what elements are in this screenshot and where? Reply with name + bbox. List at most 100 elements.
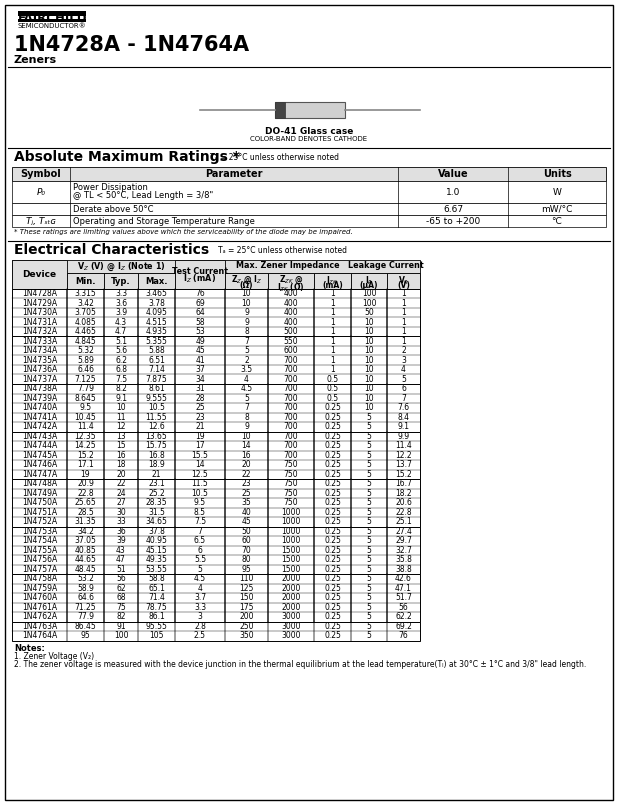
- Text: 0.25: 0.25: [324, 508, 341, 517]
- Text: 25: 25: [195, 403, 205, 412]
- Text: (μA): (μA): [360, 281, 378, 290]
- Text: 19: 19: [81, 470, 90, 479]
- Text: 1N4739A: 1N4739A: [22, 394, 57, 402]
- Text: 1: 1: [401, 328, 406, 336]
- Text: 1: 1: [401, 318, 406, 327]
- Text: 10: 10: [364, 375, 374, 384]
- Text: 62.2: 62.2: [395, 613, 412, 621]
- Text: Power Dissipation: Power Dissipation: [73, 183, 148, 192]
- Text: 700: 700: [284, 441, 298, 450]
- Bar: [18, 11, 86, 16]
- Text: 51.7: 51.7: [395, 593, 412, 602]
- Text: 1N4754A: 1N4754A: [22, 536, 57, 545]
- Text: 18: 18: [116, 460, 125, 469]
- Text: 5.32: 5.32: [77, 346, 94, 355]
- Text: 700: 700: [284, 356, 298, 365]
- Text: 23.1: 23.1: [148, 479, 165, 489]
- Text: 2000: 2000: [281, 584, 301, 592]
- Text: 0.25: 0.25: [324, 584, 341, 592]
- Text: 5.88: 5.88: [148, 346, 165, 355]
- Text: 13.7: 13.7: [395, 460, 412, 469]
- Bar: [12, 260, 67, 289]
- Text: 5: 5: [366, 603, 371, 612]
- Text: 1N4751A: 1N4751A: [22, 508, 57, 517]
- Text: 9.1: 9.1: [397, 423, 410, 431]
- Text: 27: 27: [116, 498, 126, 507]
- Text: 1N4761A: 1N4761A: [22, 603, 57, 612]
- Bar: [12, 479, 420, 526]
- Text: 10: 10: [242, 289, 252, 298]
- Text: 25: 25: [242, 489, 252, 497]
- Text: 5: 5: [366, 565, 371, 574]
- Text: 5: 5: [366, 593, 371, 602]
- Text: 1N4759A: 1N4759A: [22, 584, 57, 592]
- Text: 1N4744A: 1N4744A: [22, 441, 57, 450]
- Text: 2000: 2000: [281, 593, 301, 602]
- Text: 12.5: 12.5: [192, 470, 208, 479]
- Text: (mA): (mA): [322, 281, 343, 290]
- Text: 8.645: 8.645: [75, 394, 96, 402]
- Text: 4.3: 4.3: [115, 318, 127, 327]
- Text: 3.3: 3.3: [115, 289, 127, 298]
- Text: 0.25: 0.25: [324, 451, 341, 460]
- Bar: [12, 574, 420, 621]
- Text: 33: 33: [116, 518, 126, 526]
- Text: 5: 5: [366, 423, 371, 431]
- Text: 17: 17: [195, 441, 205, 450]
- Text: FAIRCHILD: FAIRCHILD: [18, 12, 88, 25]
- Text: Test Current: Test Current: [172, 267, 228, 276]
- Text: 1N4738A: 1N4738A: [22, 384, 57, 394]
- Text: 1: 1: [330, 328, 335, 336]
- Text: 43: 43: [116, 546, 126, 555]
- Text: -65 to +200: -65 to +200: [426, 217, 480, 225]
- Text: 3000: 3000: [281, 631, 301, 640]
- Bar: [12, 181, 606, 203]
- Text: 1: 1: [401, 289, 406, 298]
- Text: SEMICONDUCTOR®: SEMICONDUCTOR®: [18, 23, 87, 29]
- Text: 11: 11: [116, 413, 125, 422]
- Text: 5: 5: [366, 479, 371, 489]
- Text: 1N4733A: 1N4733A: [22, 336, 57, 346]
- Text: 1: 1: [330, 318, 335, 327]
- Text: 5: 5: [366, 621, 371, 631]
- Bar: [351, 273, 387, 289]
- Text: 0.25: 0.25: [324, 479, 341, 489]
- Text: 250: 250: [239, 621, 254, 631]
- Text: 6.2: 6.2: [115, 356, 127, 365]
- Text: 5: 5: [366, 470, 371, 479]
- Text: 58: 58: [195, 318, 205, 327]
- Text: 0.25: 0.25: [324, 593, 341, 602]
- Text: 750: 750: [284, 470, 298, 479]
- Text: 15.75: 15.75: [146, 441, 167, 450]
- Text: 6.8: 6.8: [115, 365, 127, 374]
- Text: 15.2: 15.2: [395, 470, 412, 479]
- Text: 56: 56: [399, 603, 408, 612]
- Text: Typ.: Typ.: [111, 276, 131, 286]
- Text: 1N4734A: 1N4734A: [22, 346, 57, 355]
- Text: 1N4757A: 1N4757A: [22, 565, 57, 574]
- Text: 14.25: 14.25: [75, 441, 96, 450]
- Bar: [275, 102, 345, 118]
- Text: (V): (V): [397, 281, 410, 290]
- Text: 50: 50: [242, 526, 252, 536]
- Text: 4.515: 4.515: [146, 318, 167, 327]
- Text: Min.: Min.: [75, 276, 96, 286]
- Text: 6.51: 6.51: [148, 356, 165, 365]
- Text: 200: 200: [239, 613, 254, 621]
- Text: 10: 10: [364, 394, 374, 402]
- Text: 56: 56: [116, 574, 126, 584]
- Text: 3.5: 3.5: [240, 365, 253, 374]
- Text: 5.1: 5.1: [115, 336, 127, 346]
- Text: 0.25: 0.25: [324, 498, 341, 507]
- Text: 53: 53: [195, 328, 205, 336]
- Text: 1N4760A: 1N4760A: [22, 593, 57, 602]
- Text: 10: 10: [364, 336, 374, 346]
- Text: 9.555: 9.555: [146, 394, 167, 402]
- Bar: [12, 215, 606, 227]
- Text: 5: 5: [366, 546, 371, 555]
- Text: P₀: P₀: [36, 188, 46, 196]
- Text: 77.9: 77.9: [77, 613, 94, 621]
- Text: 76: 76: [399, 631, 408, 640]
- Text: 28.5: 28.5: [77, 508, 94, 517]
- Text: 47: 47: [116, 555, 126, 564]
